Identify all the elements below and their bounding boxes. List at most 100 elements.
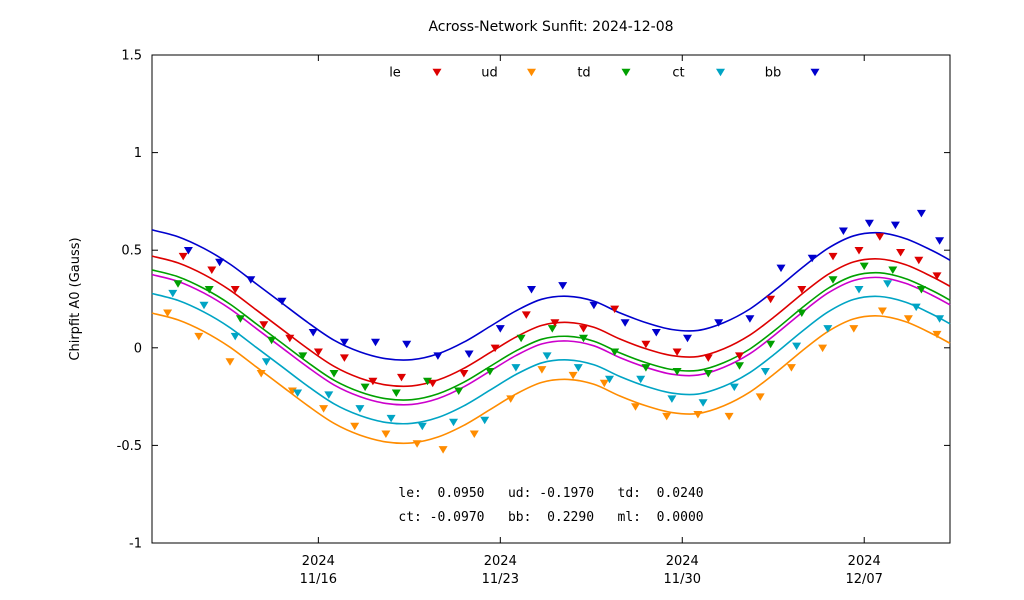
point-bb [776,264,786,273]
point-td [329,370,339,378]
point-ct [636,375,646,384]
point-td [672,368,682,376]
fit-coefficients-line2: ct: -0.0970 bb: 0.2290 ml: 0.0000 [398,510,703,525]
point-ud [877,307,887,315]
point-le [932,272,942,280]
point-ct [792,342,802,351]
axes: -1 -0.5 0 0.5 1 1.5 2024 11/16 2024 11/23 2024 11/3… [117,49,951,587]
point-td [610,348,620,356]
point-ud [350,422,360,431]
point-le [285,334,295,343]
point-bb [745,315,755,323]
point-ud [693,411,703,419]
point-le [313,348,323,356]
point-td [859,262,869,271]
legend-marker-bb [810,68,820,77]
point-ct [511,364,521,372]
point-ud [786,364,796,372]
point-ud [194,332,204,341]
point-bb [339,338,349,347]
y-tick-label: 1 [134,146,142,161]
point-le [368,377,378,386]
point-ud [438,446,448,454]
point-ud [319,405,329,413]
point-bb [864,219,874,228]
point-le [896,249,906,257]
point-ct [729,383,739,392]
point-le [178,252,188,261]
point-bb [464,350,474,358]
x-tick-label-year: 2024 [302,554,335,569]
point-le [914,256,924,265]
point-td [888,266,898,274]
y-tick-label: 0 [134,341,142,356]
point-bb [527,286,536,294]
point-ud [932,330,942,339]
point-bb [807,254,817,263]
point-ud [724,412,734,421]
y-tick-label: -1 [129,537,142,552]
point-ct [480,416,490,425]
point-ct [760,368,770,376]
point-ud [381,430,391,438]
x-tick-label-year: 2024 [484,554,517,569]
point-ud [469,430,479,438]
legend-marker-ct [716,68,725,77]
point-ud [412,440,422,448]
point-td [298,352,308,360]
point-le [490,344,500,353]
point-bb [935,237,945,245]
point-td [766,340,776,349]
point-ct [542,352,552,360]
point-le [207,266,217,274]
fit-curve-ct [151,292,951,425]
point-td [516,334,526,343]
fit-curve-ud [151,312,951,445]
fit-curve-td [151,269,951,401]
point-le [459,370,469,378]
point-bb [890,221,900,230]
point-ct [935,315,945,323]
x-tick-label-date: 11/16 [300,572,337,587]
point-le [579,325,588,333]
x-tick-label-date: 11/30 [664,572,701,587]
point-ct [605,375,614,384]
point-td [485,368,495,376]
point-ct [261,358,271,366]
point-le [521,311,531,319]
y-tick-label: 0.5 [121,244,142,259]
point-bb [215,258,225,267]
plot-border [151,54,951,544]
x-tick-label-year: 2024 [666,554,699,569]
legend: le ud td ct bb [389,66,820,81]
points-le [178,233,942,388]
point-ct [911,303,921,312]
fit-curve-ml [151,273,951,406]
point-bb [371,338,380,347]
point-ct [417,422,427,431]
point-le [641,340,651,349]
point-ud [568,371,578,380]
point-le [854,247,864,255]
point-td [579,334,588,343]
point-ct [698,399,708,407]
point-td [735,362,744,370]
point-bb [558,282,568,290]
point-le [735,352,744,360]
x-tick-label-date: 11/23 [482,572,519,587]
point-td [703,370,713,378]
point-bb [714,319,724,327]
point-bb [838,227,848,235]
x-tick-label-date: 12/07 [845,572,882,587]
fit-curve-le [151,255,951,388]
point-td [423,377,432,386]
point-le [828,252,838,261]
point-ud [755,393,765,401]
point-ct [573,364,583,372]
point-ct [883,280,893,288]
point-le [259,321,269,329]
point-bb [683,334,692,343]
legend-label-td: td [577,66,590,81]
